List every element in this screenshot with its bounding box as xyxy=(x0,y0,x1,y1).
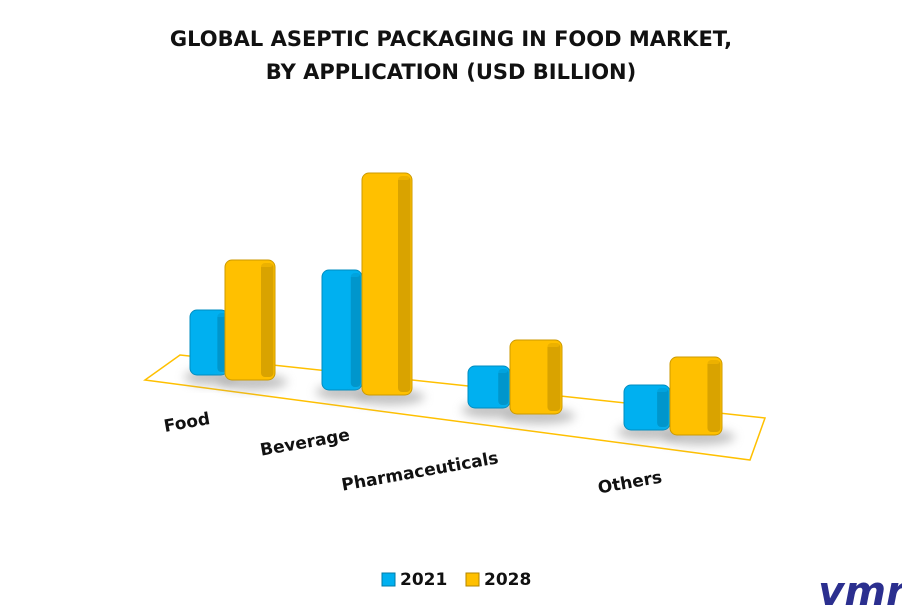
legend-label: 2028 xyxy=(484,570,531,590)
category-label: Food xyxy=(162,409,211,437)
bar-side xyxy=(398,176,411,392)
legend-swatch xyxy=(381,572,396,587)
bar-top xyxy=(512,341,560,347)
bar-side xyxy=(707,360,721,432)
bar-top xyxy=(470,367,508,373)
logo: vmr xyxy=(818,569,902,615)
chart-title: GLOBAL ASEPTIC PACKAGING IN FOOD MARKET, xyxy=(170,27,732,51)
legend-label: 2021 xyxy=(400,570,447,590)
bar-top xyxy=(192,311,226,317)
bar-side xyxy=(217,313,227,372)
category-label: Beverage xyxy=(259,425,352,460)
bar-top xyxy=(324,271,360,277)
bar-side xyxy=(261,263,274,377)
category-label: Others xyxy=(596,468,663,499)
category-label: Pharmaceuticals xyxy=(340,448,500,495)
bar-side xyxy=(498,369,509,405)
floor xyxy=(143,354,767,461)
bar-top xyxy=(364,174,410,180)
chart-title: BY APPLICATION (USD BILLION) xyxy=(266,60,636,84)
bar-top xyxy=(672,358,720,364)
bar-side xyxy=(350,273,361,387)
bar-top xyxy=(227,261,273,267)
bar-side xyxy=(657,388,669,427)
bar-top xyxy=(626,386,668,392)
bars xyxy=(184,172,735,445)
bar-side xyxy=(547,343,561,411)
legend-swatch xyxy=(465,572,480,587)
legend: 2021 2028 xyxy=(381,570,531,590)
